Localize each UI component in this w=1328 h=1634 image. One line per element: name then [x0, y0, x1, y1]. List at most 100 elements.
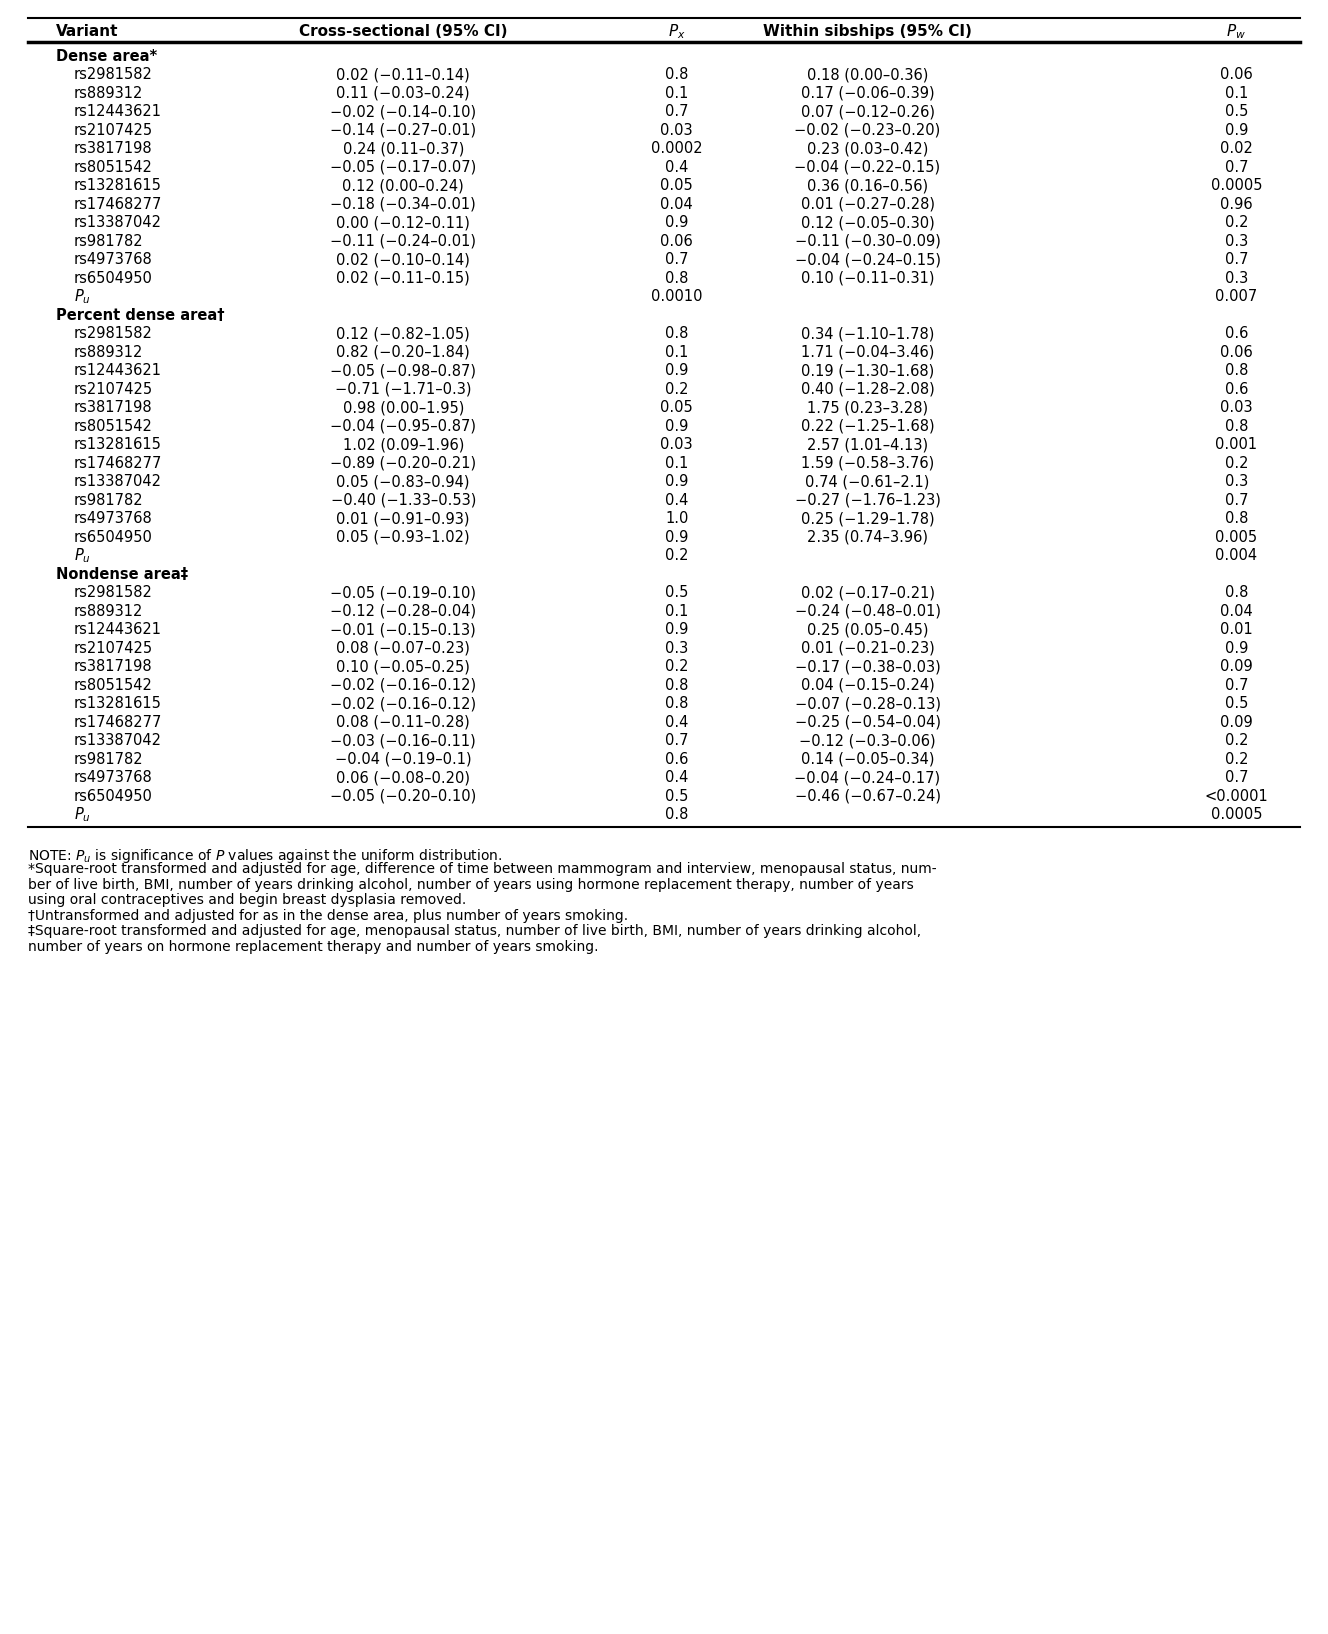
- Text: ‡Square-root transformed and adjusted for age, menopausal status, number of live: ‡Square-root transformed and adjusted fo…: [28, 925, 922, 938]
- Text: 0.7: 0.7: [1224, 160, 1248, 175]
- Text: Variant: Variant: [56, 25, 118, 39]
- Text: −0.71 (−1.71–0.3): −0.71 (−1.71–0.3): [335, 382, 471, 397]
- Text: 0.6: 0.6: [665, 752, 688, 766]
- Text: −0.14 (−0.27–0.01): −0.14 (−0.27–0.01): [331, 123, 477, 137]
- Text: 0.06: 0.06: [1220, 67, 1252, 82]
- Text: †Untransformed and adjusted for as in the dense area, plus number of years smoki: †Untransformed and adjusted for as in th…: [28, 909, 628, 923]
- Text: 2.35 (0.74–3.96): 2.35 (0.74–3.96): [807, 529, 928, 544]
- Text: −0.01 (−0.15–0.13): −0.01 (−0.15–0.13): [331, 623, 477, 637]
- Text: 0.04 (−0.15–0.24): 0.04 (−0.15–0.24): [801, 678, 935, 693]
- Text: 0.06: 0.06: [660, 234, 693, 248]
- Text: rs12443621: rs12443621: [74, 105, 162, 119]
- Text: 0.22 (−1.25–1.68): 0.22 (−1.25–1.68): [801, 418, 935, 433]
- Text: 0.23 (0.03–0.42): 0.23 (0.03–0.42): [807, 141, 928, 157]
- Text: 1.75 (0.23–3.28): 1.75 (0.23–3.28): [807, 400, 928, 415]
- Text: 0.12 (−0.05–0.30): 0.12 (−0.05–0.30): [801, 216, 935, 230]
- Text: 0.9: 0.9: [665, 418, 688, 433]
- Text: 0.02: 0.02: [1220, 141, 1252, 157]
- Text: 0.03: 0.03: [1220, 400, 1252, 415]
- Text: 0.12 (0.00–0.24): 0.12 (0.00–0.24): [343, 178, 463, 193]
- Text: 0.07 (−0.12–0.26): 0.07 (−0.12–0.26): [801, 105, 935, 119]
- Text: 0.98 (0.00–1.95): 0.98 (0.00–1.95): [343, 400, 463, 415]
- Text: 0.9: 0.9: [665, 529, 688, 544]
- Text: 0.7: 0.7: [665, 105, 688, 119]
- Text: rs3817198: rs3817198: [74, 400, 153, 415]
- Text: −0.89 (−0.20–0.21): −0.89 (−0.20–0.21): [331, 456, 477, 471]
- Text: 0.17 (−0.06–0.39): 0.17 (−0.06–0.39): [801, 85, 935, 101]
- Text: 0.3: 0.3: [1224, 234, 1248, 248]
- Text: 0.8: 0.8: [665, 327, 688, 342]
- Text: −0.27 (−1.76–1.23): −0.27 (−1.76–1.23): [794, 493, 940, 508]
- Text: 0.7: 0.7: [1224, 252, 1248, 268]
- Text: 0.01: 0.01: [1220, 623, 1252, 637]
- Text: −0.05 (−0.17–0.07): −0.05 (−0.17–0.07): [331, 160, 477, 175]
- Text: 0.4: 0.4: [665, 770, 688, 786]
- Text: 0.24 (0.11–0.37): 0.24 (0.11–0.37): [343, 141, 463, 157]
- Text: rs13281615: rs13281615: [74, 438, 162, 453]
- Text: rs889312: rs889312: [74, 603, 143, 619]
- Text: 0.2: 0.2: [1224, 456, 1248, 471]
- Text: 0.9: 0.9: [665, 623, 688, 637]
- Text: ber of live birth, BMI, number of years drinking alcohol, number of years using : ber of live birth, BMI, number of years …: [28, 877, 914, 892]
- Text: 0.3: 0.3: [665, 641, 688, 655]
- Text: −0.11 (−0.24–0.01): −0.11 (−0.24–0.01): [331, 234, 477, 248]
- Text: 0.5: 0.5: [665, 789, 688, 804]
- Text: 0.25 (−1.29–1.78): 0.25 (−1.29–1.78): [801, 511, 935, 526]
- Text: *Square-root transformed and adjusted for age, difference of time between mammog: *Square-root transformed and adjusted fo…: [28, 863, 936, 876]
- Text: 0.9: 0.9: [665, 474, 688, 489]
- Text: rs3817198: rs3817198: [74, 141, 153, 157]
- Text: 0.11 (−0.03–0.24): 0.11 (−0.03–0.24): [336, 85, 470, 101]
- Text: 0.2: 0.2: [1224, 216, 1248, 230]
- Text: $P_u$: $P_u$: [74, 546, 90, 565]
- Text: 0.40 (−1.28–2.08): 0.40 (−1.28–2.08): [801, 382, 935, 397]
- Text: rs13281615: rs13281615: [74, 178, 162, 193]
- Text: −0.05 (−0.20–0.10): −0.05 (−0.20–0.10): [331, 789, 477, 804]
- Text: 0.9: 0.9: [665, 363, 688, 377]
- Text: rs2981582: rs2981582: [74, 327, 153, 342]
- Text: 0.8: 0.8: [665, 678, 688, 693]
- Text: rs13387042: rs13387042: [74, 474, 162, 489]
- Text: 0.001: 0.001: [1215, 438, 1258, 453]
- Text: $P_u$: $P_u$: [74, 806, 90, 824]
- Text: 0.7: 0.7: [1224, 493, 1248, 508]
- Text: $P_x$: $P_x$: [668, 21, 685, 41]
- Text: 0.06 (−0.08–0.20): 0.06 (−0.08–0.20): [336, 770, 470, 786]
- Text: −0.18 (−0.34–0.01): −0.18 (−0.34–0.01): [331, 196, 477, 212]
- Text: 0.3: 0.3: [1224, 474, 1248, 489]
- Text: <0.0001: <0.0001: [1204, 789, 1268, 804]
- Text: 0.0005: 0.0005: [1211, 178, 1262, 193]
- Text: rs4973768: rs4973768: [74, 511, 153, 526]
- Text: 0.19 (−1.30–1.68): 0.19 (−1.30–1.68): [801, 363, 934, 377]
- Text: −0.40 (−1.33–0.53): −0.40 (−1.33–0.53): [331, 493, 475, 508]
- Text: 0.02 (−0.11–0.14): 0.02 (−0.11–0.14): [336, 67, 470, 82]
- Text: 0.0005: 0.0005: [1211, 807, 1262, 822]
- Text: 0.6: 0.6: [1224, 327, 1248, 342]
- Text: −0.04 (−0.24–0.15): −0.04 (−0.24–0.15): [794, 252, 940, 268]
- Text: rs3817198: rs3817198: [74, 659, 153, 675]
- Text: 0.05 (−0.83–0.94): 0.05 (−0.83–0.94): [336, 474, 470, 489]
- Text: Cross-sectional (95% CI): Cross-sectional (95% CI): [299, 25, 507, 39]
- Text: −0.02 (−0.16–0.12): −0.02 (−0.16–0.12): [331, 678, 477, 693]
- Text: rs889312: rs889312: [74, 85, 143, 101]
- Text: 0.05 (−0.93–1.02): 0.05 (−0.93–1.02): [336, 529, 470, 544]
- Text: rs2981582: rs2981582: [74, 67, 153, 82]
- Text: 0.5: 0.5: [1224, 696, 1248, 711]
- Text: 0.9: 0.9: [665, 216, 688, 230]
- Text: rs12443621: rs12443621: [74, 363, 162, 377]
- Text: 0.04: 0.04: [1220, 603, 1252, 619]
- Text: 1.71 (−0.04–3.46): 1.71 (−0.04–3.46): [801, 345, 934, 359]
- Text: Percent dense area†: Percent dense area†: [56, 307, 224, 324]
- Text: rs4973768: rs4973768: [74, 770, 153, 786]
- Text: 0.9: 0.9: [1224, 123, 1248, 137]
- Text: $P_u$: $P_u$: [74, 288, 90, 306]
- Text: 0.4: 0.4: [665, 160, 688, 175]
- Text: 0.8: 0.8: [1224, 418, 1248, 433]
- Text: rs6504950: rs6504950: [74, 529, 153, 544]
- Text: 0.1: 0.1: [1224, 85, 1248, 101]
- Text: 0.04: 0.04: [660, 196, 693, 212]
- Text: rs8051542: rs8051542: [74, 678, 153, 693]
- Text: 0.82 (−0.20–1.84): 0.82 (−0.20–1.84): [336, 345, 470, 359]
- Text: 1.02 (0.09–1.96): 1.02 (0.09–1.96): [343, 438, 463, 453]
- Text: rs6504950: rs6504950: [74, 271, 153, 286]
- Text: rs8051542: rs8051542: [74, 160, 153, 175]
